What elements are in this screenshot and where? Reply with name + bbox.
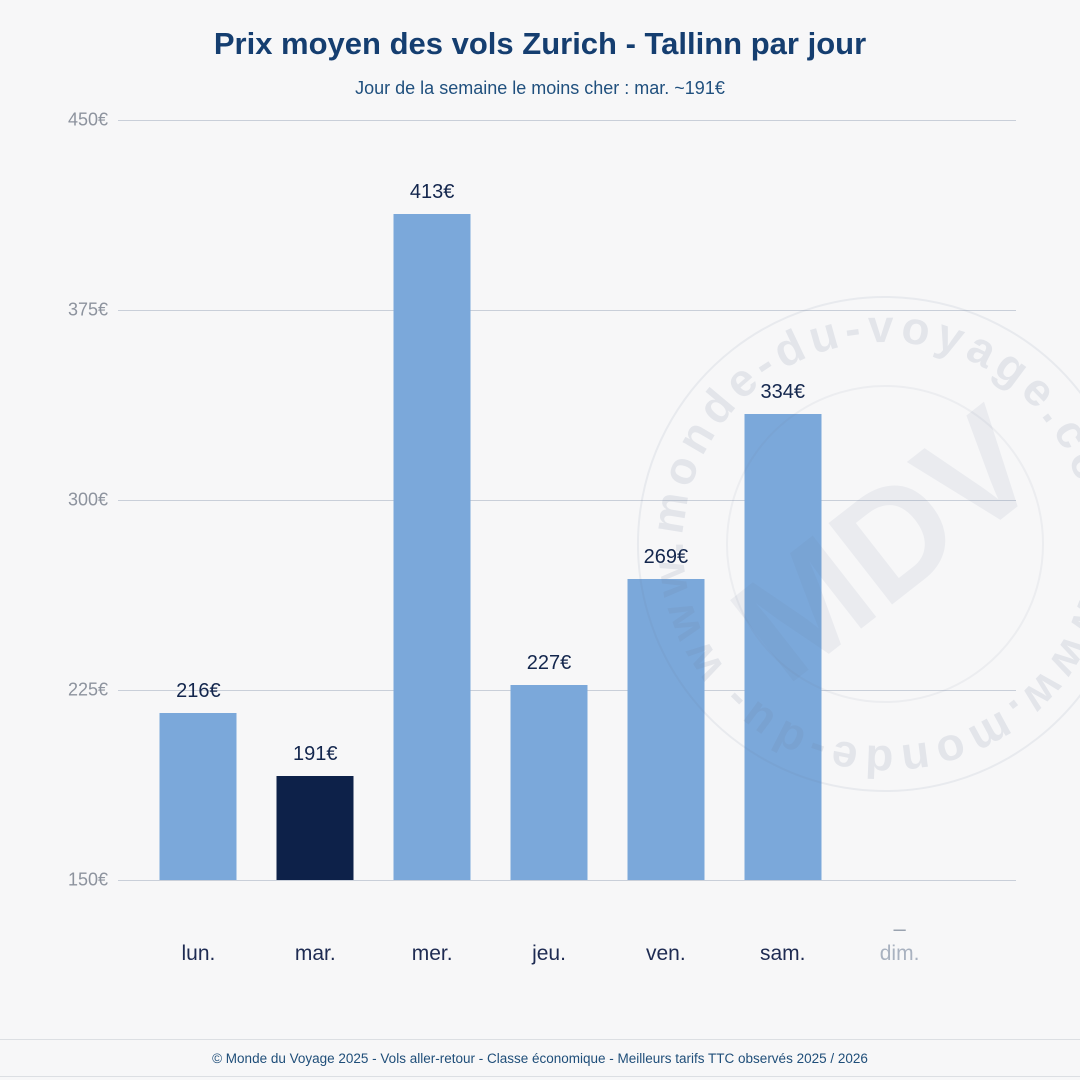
footer-text: © Monde du Voyage 2025 - Vols aller-reto… [212, 1050, 868, 1066]
bar-column-mer: 413€ mer. [374, 120, 491, 965]
bar-column-mar: 191€ mar. [257, 120, 374, 965]
value-label-mer: 413€ [409, 180, 455, 203]
x-axis-label-mar: mar. [294, 942, 336, 965]
y-axis-label-375: 375€ [67, 299, 108, 320]
value-label-lun: 216€ [176, 679, 221, 702]
bar-mer [393, 213, 471, 880]
bar-column-ven: 269€ ven. [607, 120, 724, 965]
bar-column-jeu: 227€ jeu. [491, 120, 608, 965]
value-label-ven: 269€ [643, 545, 689, 568]
x-axis-label-dim: dim. [879, 942, 920, 965]
gridline-150 [118, 879, 1016, 881]
bar-ven [627, 578, 705, 880]
x-axis-label-ven: ven. [646, 942, 686, 965]
bar-lun [159, 712, 237, 880]
value-label-jeu: 227€ [526, 651, 572, 674]
gridline-375 [118, 309, 1016, 311]
y-axis-label-450: 450€ [67, 109, 108, 130]
chart-subtitle: Jour de la semaine le moins cher : mar. … [355, 78, 725, 98]
bar-column-dim: – dim. [841, 120, 958, 965]
no-data-dash-dim: – [893, 916, 906, 941]
chart-title: Prix moyen des vols Zurich - Tallinn par… [213, 26, 867, 61]
x-axis-label-lun: lun. [181, 942, 216, 965]
y-axis-label-225: 225€ [67, 679, 108, 700]
gridline-450 [118, 119, 1016, 121]
bars-layer: 216€ lun. 191€ mar. 413€ mer. 227€ jeu. 269€ ven.… [140, 120, 958, 965]
footer: © Monde du Voyage 2025 - Vols aller-reto… [0, 1039, 1080, 1077]
y-axis-label-300: 300€ [67, 489, 108, 510]
bar-column-sam: 334€ sam. [724, 120, 841, 965]
value-label-mar: 191€ [293, 743, 338, 766]
x-axis-label-sam: sam. [759, 942, 806, 965]
bar-column-lun: 216€ lun. [140, 120, 257, 965]
x-axis-label-jeu: jeu. [532, 942, 566, 965]
bar-sam [744, 413, 822, 880]
bar-jeu [510, 684, 588, 880]
plot-area: 450€ 375€ 300€ 225€ 150€ 216€ lun. 191€ mar. 413… [68, 110, 1080, 965]
gridline-300 [118, 499, 1016, 501]
value-label-sam: 334€ [760, 380, 805, 403]
y-axis-label-150: 150€ [67, 869, 108, 890]
bar-mar [276, 776, 354, 880]
x-axis-label-mer: mer. [411, 942, 453, 965]
